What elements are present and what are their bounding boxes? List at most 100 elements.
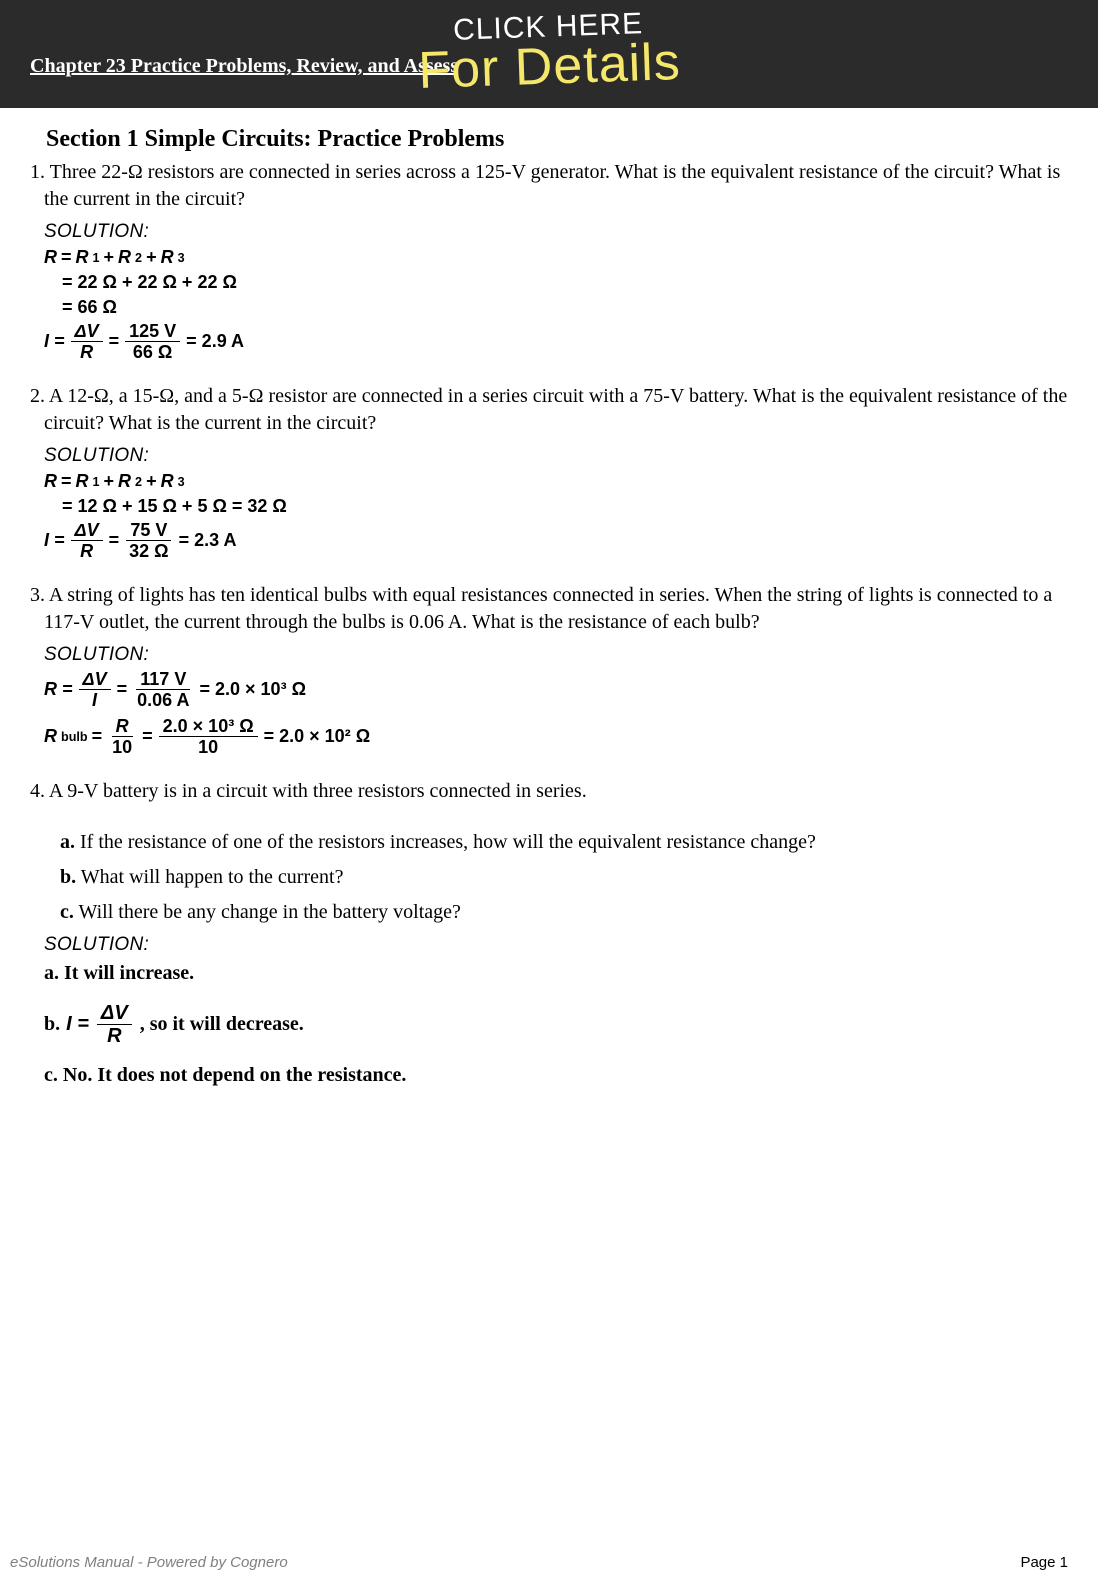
sub-2: 2 [135, 475, 142, 489]
var-R1: R [76, 471, 89, 492]
page-content: Section 1 Simple Circuits: Practice Prob… [0, 108, 1098, 1087]
problem-prompt: 4. A 9-V battery is in a circuit with th… [30, 778, 1068, 805]
problem-number: 4. [30, 780, 45, 802]
problem-3: 3. A string of lights has ten identical … [30, 582, 1068, 756]
eq-line: I = ΔV R = 125 V 66 Ω = 2.9 A [44, 322, 1068, 361]
solution-label: SOLUTION: [44, 445, 1068, 467]
footer-left: eSolutions Manual - Powered by Cognero [10, 1554, 288, 1571]
cta-overlay[interactable]: CLICK HERE For Details [417, 9, 682, 96]
eq-line: R = R1 + R2 + R3 [44, 247, 1068, 268]
frac-num: 75 V [126, 521, 171, 541]
frac-den: 0.06 A [133, 690, 193, 709]
problem-text: A 12-Ω, a 15-Ω, and a 5-Ω resistor are c… [44, 385, 1067, 434]
result: = 2.0 × 10³ Ω [200, 679, 307, 700]
problem-number: 2. [30, 385, 45, 407]
fraction: 125 V 66 Ω [125, 322, 180, 361]
answer-b: b. I = ΔV R , so it will decrease. [44, 1003, 1068, 1046]
solution-label: SOLUTION: [44, 934, 1068, 956]
problem-4: 4. A 9-V battery is in a circuit with th… [30, 778, 1068, 1087]
var-R: R [44, 247, 57, 268]
equals: = [117, 679, 128, 700]
sub-bulb: bulb [61, 730, 88, 744]
frac-den: 32 Ω [125, 541, 172, 560]
frac-den: I [88, 690, 101, 709]
frac-den: 10 [108, 737, 136, 756]
var-R2: R [118, 247, 131, 268]
sub-text: If the resistance of one of the resistor… [75, 831, 816, 853]
fraction: R 10 [108, 717, 136, 756]
ans-letter: b. [44, 1013, 60, 1036]
answer-a: a. It will increase. [44, 962, 1068, 985]
problem-prompt: 3. A string of lights has ten identical … [30, 582, 1068, 636]
var-R1: R [76, 247, 89, 268]
result: = 2.3 A [179, 530, 237, 551]
plus: + [146, 471, 157, 492]
cta-line1: CLICK HERE [417, 9, 680, 47]
section-title: Section 1 Simple Circuits: Practice Prob… [46, 126, 1068, 153]
sub-3: 3 [178, 475, 185, 489]
frac-num: ΔV [79, 670, 111, 690]
var-R2: R [118, 471, 131, 492]
problem-work: R = R1 + R2 + R3 = 22 Ω + 22 Ω + 22 Ω = … [30, 247, 1068, 361]
problem-text: Three 22-Ω resistors are connected in se… [44, 161, 1060, 210]
equals: = [61, 247, 72, 268]
plus: + [104, 247, 115, 268]
frac-num: ΔV [71, 521, 103, 541]
frac-den: 66 Ω [129, 342, 176, 361]
equals: = [142, 726, 153, 747]
fraction: 117 V 0.06 A [133, 670, 193, 709]
var-Rbulb: R [44, 726, 57, 747]
problem-2: 2. A 12-Ω, a 15-Ω, and a 5-Ω resistor ar… [30, 383, 1068, 560]
sub-1: 1 [93, 251, 100, 265]
fraction: ΔV I [79, 670, 111, 709]
sub-letter: a. [60, 831, 75, 853]
frac-num: 125 V [125, 322, 180, 342]
plus: + [146, 247, 157, 268]
var-R: R = [44, 679, 73, 700]
frac-num: 117 V [136, 670, 190, 690]
var-I: I = [66, 1013, 89, 1036]
solution-label: SOLUTION: [44, 644, 1068, 666]
problem-1: 1. Three 22-Ω resistors are connected in… [30, 159, 1068, 361]
sub-3: 3 [178, 251, 185, 265]
problem-work: R = ΔV I = 117 V 0.06 A = 2.0 × 10³ Ω Rb… [30, 670, 1068, 756]
eq-line: = 12 Ω + 15 Ω + 5 Ω = 32 Ω [44, 496, 1068, 517]
problem-work: R = R1 + R2 + R3 = 12 Ω + 15 Ω + 5 Ω = 3… [30, 471, 1068, 560]
fraction: 75 V 32 Ω [125, 521, 172, 560]
frac-num: R [112, 717, 133, 737]
sub-2: 2 [135, 251, 142, 265]
subprompt-b: b. What will happen to the current? [30, 862, 1068, 893]
eq-line: Rbulb = R 10 = 2.0 × 10³ Ω 10 = 2.0 × 10… [44, 717, 1068, 756]
var-R3: R [161, 247, 174, 268]
frac-den: 10 [194, 737, 222, 756]
frac-num: 2.0 × 10³ Ω [159, 717, 258, 737]
result: = 2.9 A [186, 331, 244, 352]
sub-text: What will happen to the current? [76, 866, 343, 888]
equals: = [109, 530, 120, 551]
problem-number: 3. [30, 584, 45, 606]
frac-num: ΔV [71, 322, 103, 342]
problem-text: A string of lights has ten identical bul… [44, 584, 1052, 633]
var-I: I = [44, 530, 65, 551]
eq-line: = 66 Ω [44, 297, 1068, 318]
var-R3: R [161, 471, 174, 492]
subprompt-a: a. If the resistance of one of the resis… [30, 827, 1068, 858]
problem-prompt: 2. A 12-Ω, a 15-Ω, and a 5-Ω resistor ar… [30, 383, 1068, 437]
fraction: ΔV R [71, 521, 103, 560]
result: = 2.0 × 10² Ω [264, 726, 371, 747]
fraction: ΔV R [97, 1003, 132, 1046]
eq-line: = 22 Ω + 22 Ω + 22 Ω [44, 272, 1068, 293]
equals: = [92, 726, 103, 747]
frac-den: R [76, 342, 97, 361]
sub-1: 1 [93, 475, 100, 489]
page-footer: eSolutions Manual - Powered by Cognero P… [10, 1554, 1068, 1571]
eq-line: R = ΔV I = 117 V 0.06 A = 2.0 × 10³ Ω [44, 670, 1068, 709]
subprompt-c: c. Will there be any change in the batte… [30, 897, 1068, 928]
plus: + [104, 471, 115, 492]
problem-number: 1. [30, 161, 45, 183]
equals: = [109, 331, 120, 352]
equals: = [61, 471, 72, 492]
sub-letter: b. [60, 866, 76, 888]
frac-den: R [103, 1025, 125, 1046]
var-R: R [44, 471, 57, 492]
